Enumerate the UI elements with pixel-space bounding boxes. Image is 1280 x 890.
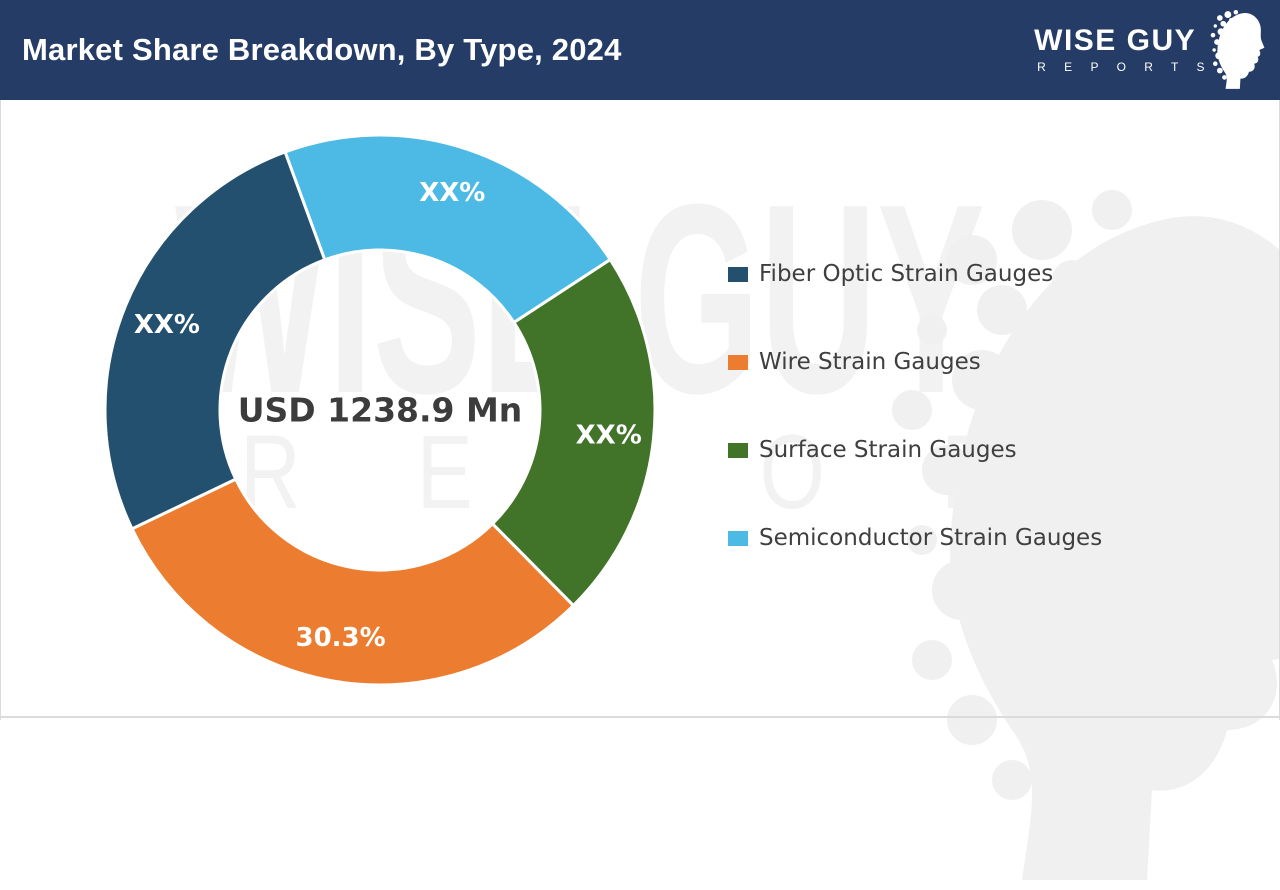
donut-chart: XX% XX% 30.3% XX% xyxy=(105,135,655,685)
header-bar: Market Share Breakdown, By Type, 2024 WI… xyxy=(0,0,1280,100)
wise-guy-reports-logo: WISE GUY R E P O R T S xyxy=(1034,0,1266,100)
legend-item-wire: Wire Strain Gauges xyxy=(728,349,981,375)
logo-text: WISE GUY R E P O R T S xyxy=(1034,24,1212,75)
legend-item-semiconductor: Semiconductor Strain Gauges xyxy=(728,525,1102,551)
left-border-line xyxy=(0,100,1,720)
page-title: Market Share Breakdown, By Type, 2024 xyxy=(22,32,622,67)
logo-wordmark: WISE GUY xyxy=(1034,24,1197,57)
legend-item-label: Surface Strain Gauges xyxy=(759,437,1017,463)
donut-segment xyxy=(490,257,655,608)
logo-face-icon xyxy=(1210,10,1265,89)
donut-segment-label: 30.3% xyxy=(296,623,386,653)
legend-item-fiber-optic: Fiber Optic Strain Gauges xyxy=(728,261,1053,287)
legend-swatch xyxy=(728,530,748,546)
donut-center-value: USD 1238.9 Mn xyxy=(237,390,523,430)
donut-segment xyxy=(105,149,327,531)
donut-segment xyxy=(283,135,613,325)
legend-swatch xyxy=(728,442,748,458)
donut-segment-label: XX% xyxy=(134,310,200,340)
legend: Fiber Optic Strain Gauges Wire Strain Ga… xyxy=(728,0,1198,720)
donut-segment xyxy=(129,477,576,685)
logo-reports-text: R E P O R T S xyxy=(1037,60,1212,74)
donut-segment-label: XX% xyxy=(419,178,485,208)
legend-swatch xyxy=(728,266,748,282)
legend-item-label: Semiconductor Strain Gauges xyxy=(759,525,1103,551)
legend-item-label: Fiber Optic Strain Gauges xyxy=(759,261,1054,287)
donut-segment-label: XX% xyxy=(576,421,642,451)
legend-swatch xyxy=(728,354,748,370)
legend-item-surface: Surface Strain Gauges xyxy=(728,437,1017,463)
legend-item-label: Wire Strain Gauges xyxy=(759,349,981,375)
bottom-border-line xyxy=(0,716,1280,718)
